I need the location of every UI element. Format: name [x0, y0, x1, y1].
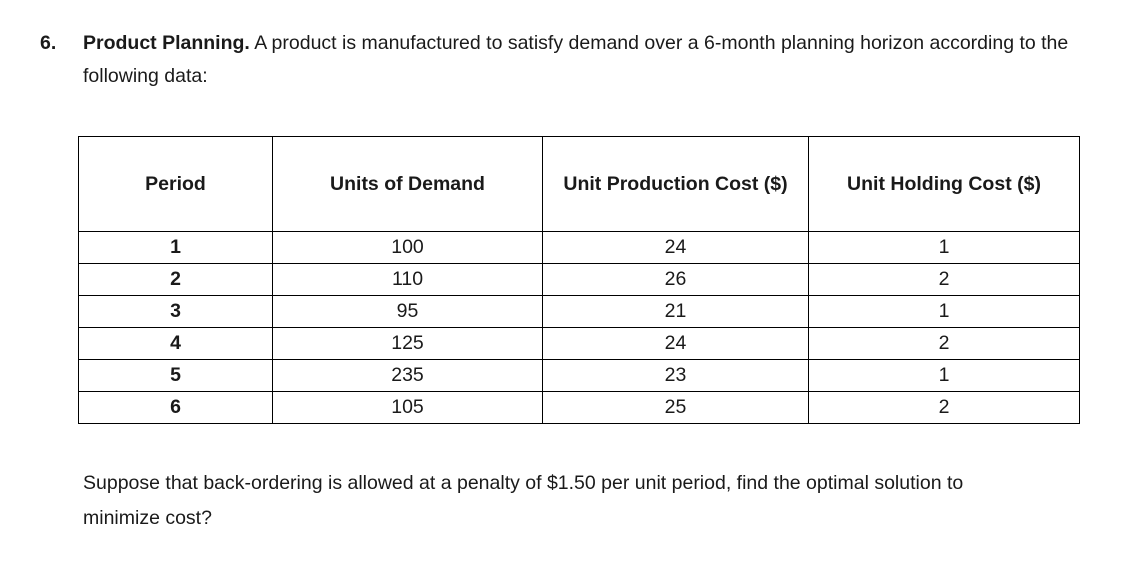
cell-demand: 95 [272, 295, 543, 328]
problem-number: 6. [40, 32, 57, 54]
cell-period: 1 [78, 231, 273, 264]
table-row: 3 95 21 1 [78, 295, 1080, 328]
cell-period: 3 [78, 295, 273, 328]
problem-question: Suppose that back-ordering is allowed at… [83, 472, 964, 529]
cell-holding-cost: 1 [808, 359, 1080, 392]
column-header-period: Period [78, 136, 273, 232]
cell-demand: 125 [272, 327, 543, 360]
cell-holding-cost: 2 [808, 327, 1080, 360]
cell-holding-cost: 1 [808, 231, 1080, 264]
cell-production-cost: 21 [542, 295, 809, 328]
cell-period: 2 [78, 263, 273, 296]
cell-demand: 105 [272, 391, 543, 424]
cell-demand: 100 [272, 231, 543, 264]
cell-period: 4 [78, 327, 273, 360]
cell-holding-cost: 1 [808, 295, 1080, 328]
problem-intro-paragraph: Product Planning. A product is manufactu… [83, 27, 1083, 93]
column-header-unit-holding-cost: Unit Holding Cost ($) [808, 136, 1080, 232]
table-header-row: Period Units of Demand Unit Production C… [78, 136, 1080, 232]
problem-statement: 6. Product Planning. A product is manufa… [40, 27, 1083, 93]
cell-production-cost: 24 [542, 327, 809, 360]
problem-intro-text: A product is manufactured to satisfy dem… [83, 32, 1069, 87]
table-row: 4 125 24 2 [78, 327, 1080, 360]
table-row: 5 235 23 1 [78, 359, 1080, 392]
table-row: 6 105 25 2 [78, 391, 1080, 424]
cell-production-cost: 26 [542, 263, 809, 296]
cell-production-cost: 25 [542, 391, 809, 424]
table-row: 2 110 26 2 [78, 263, 1080, 296]
cell-holding-cost: 2 [808, 263, 1080, 296]
cell-period: 5 [78, 359, 273, 392]
cell-demand: 235 [272, 359, 543, 392]
cell-production-cost: 24 [542, 231, 809, 264]
table-row: 1 100 24 1 [78, 231, 1080, 264]
column-header-units-of-demand: Units of Demand [272, 136, 543, 232]
problem-title: Product Planning. [83, 32, 250, 54]
cell-holding-cost: 2 [808, 391, 1080, 424]
cell-demand: 110 [272, 263, 543, 296]
cell-production-cost: 23 [542, 359, 809, 392]
planning-data-table: Period Units of Demand Unit Production C… [78, 136, 1080, 424]
column-header-unit-production-cost: Unit Production Cost ($) [542, 136, 809, 232]
cell-period: 6 [78, 391, 273, 424]
